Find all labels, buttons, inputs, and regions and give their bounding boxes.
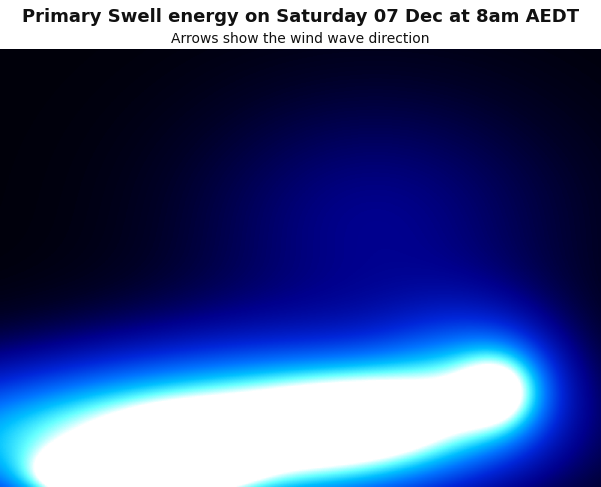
Text: Primary Swell energy on Saturday 07 Dec at 8am AEDT: Primary Swell energy on Saturday 07 Dec …: [22, 8, 579, 26]
Text: Arrows show the wind wave direction: Arrows show the wind wave direction: [171, 32, 430, 46]
